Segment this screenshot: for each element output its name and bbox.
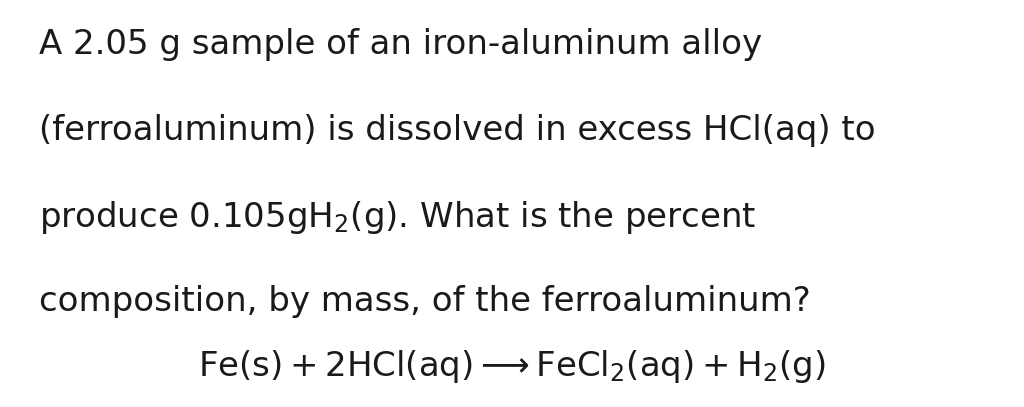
Text: (ferroaluminum) is dissolved in excess HCl(aq) to: (ferroaluminum) is dissolved in excess H… [39, 114, 876, 147]
Text: produce $0.105\mathrm{g}\mathrm{H}_2\mathrm{(g)}$. What is the percent: produce $0.105\mathrm{g}\mathrm{H}_2\mat… [39, 199, 757, 236]
Text: A 2.05 g sample of an iron-aluminum alloy: A 2.05 g sample of an iron-aluminum allo… [39, 28, 762, 61]
Text: composition, by mass, of the ferroaluminum?: composition, by mass, of the ferroalumin… [39, 285, 811, 318]
Text: $\mathrm{Fe(s) + 2HCl(aq) \longrightarrow FeCl_2(aq) + H_2(g)}$: $\mathrm{Fe(s) + 2HCl(aq) \longrightarro… [198, 348, 826, 385]
